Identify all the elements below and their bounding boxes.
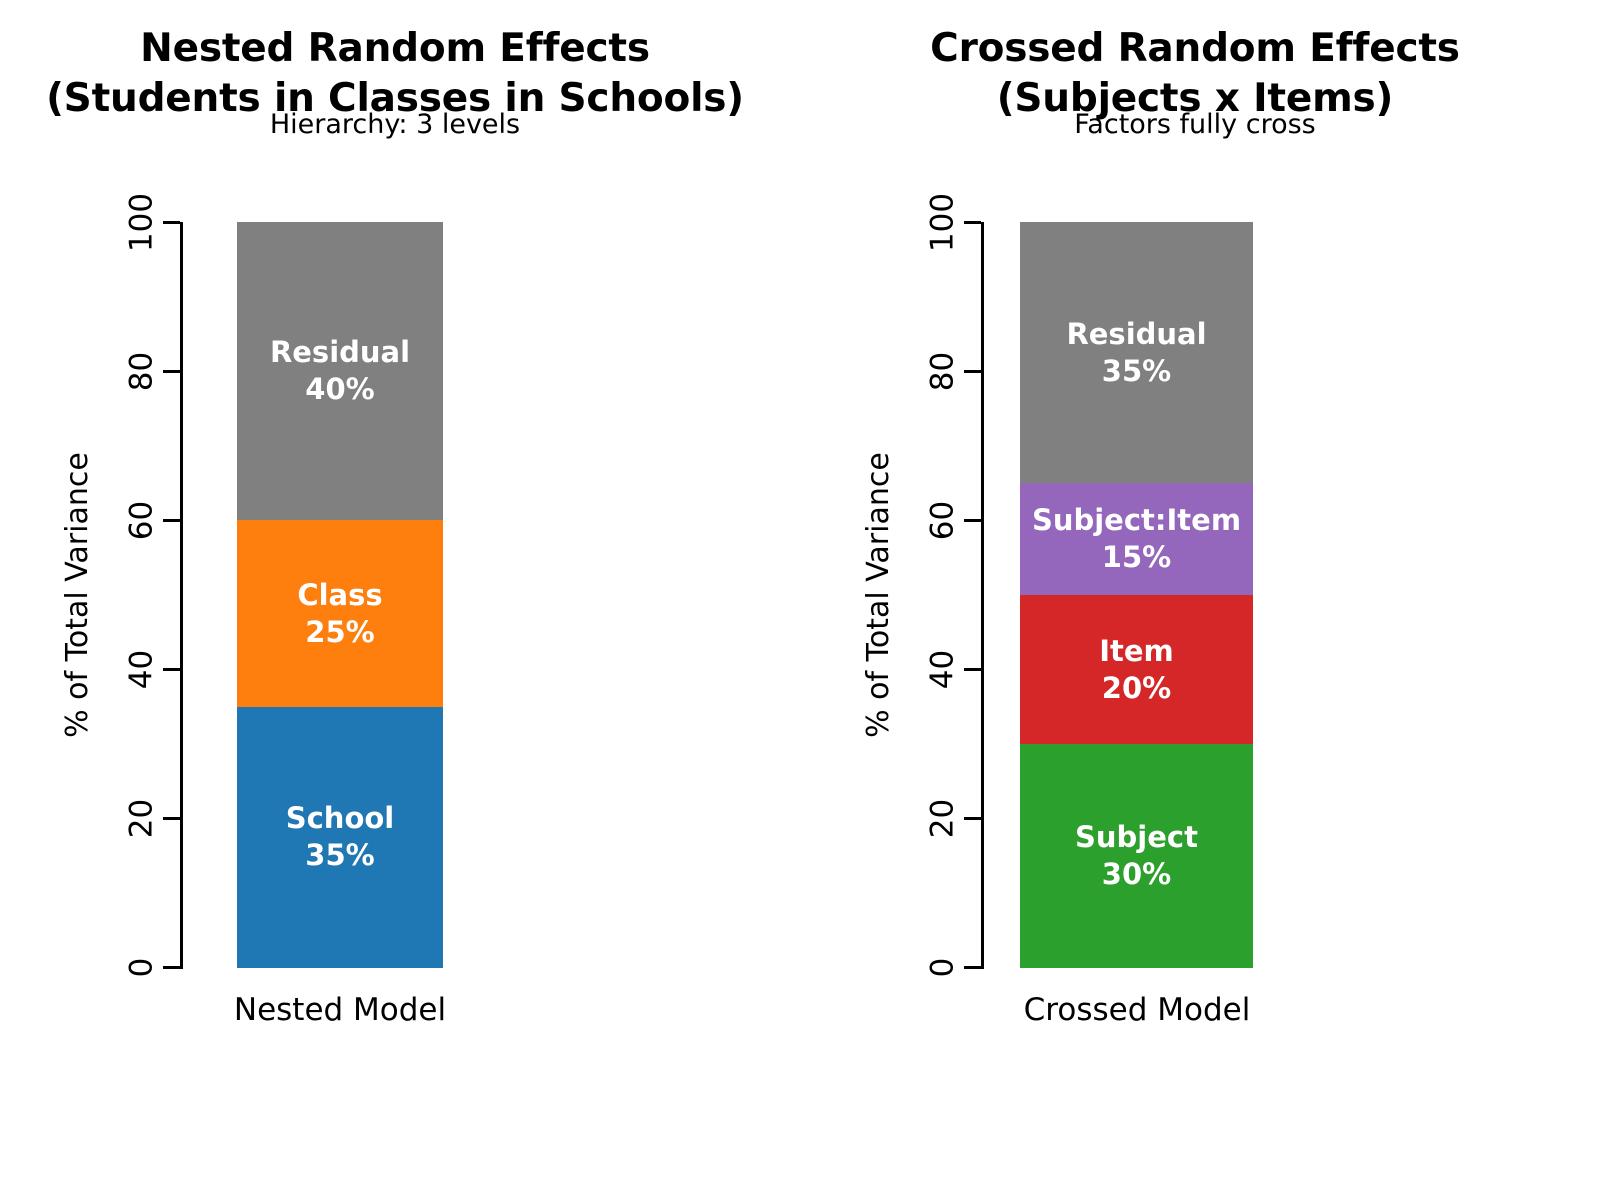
- y-tick-label-80: 80: [123, 351, 160, 392]
- bar-segment-subject[interactable]: Subject 30%: [1020, 744, 1253, 968]
- panel-title-line1: Nested Random Effects: [140, 26, 650, 71]
- y-axis-spine-nested: [180, 222, 183, 969]
- bar-segment-residual-label: Residual: [1066, 316, 1207, 351]
- bar-segment-school[interactable]: School 35%: [237, 706, 443, 968]
- bar-segment-subject-item-label: Subject:Item: [1031, 503, 1242, 538]
- y-axis-title-crossed: % of Total Variance: [861, 452, 896, 738]
- bar-segment-residual[interactable]: Residual 35%: [1020, 222, 1253, 484]
- chart-panel-nested: Nested Random Effects (Students in Class…: [0, 0, 800, 1100]
- y-tick-mark-80: [163, 370, 180, 373]
- y-tick-label-0: 0: [123, 957, 160, 978]
- bar-segment-subject-text: Subject 30%: [1075, 819, 1198, 893]
- bar-segment-item[interactable]: Item 20%: [1020, 595, 1253, 745]
- y-tick-label-20: 20: [924, 798, 961, 839]
- bar-segment-class[interactable]: Class 25%: [237, 520, 443, 707]
- y-tick-mark-60: [163, 519, 180, 522]
- panel-subtitle-crossed: Factors fully cross: [1074, 109, 1316, 140]
- y-tick-mark-20: [163, 817, 180, 820]
- stacked-bar-nested[interactable]: Residual 40% Class 25% School 35%: [237, 222, 443, 969]
- panel-title-crossed: Crossed Random Effects (Subjects x Items…: [800, 24, 1590, 124]
- bar-segment-subject-label: Subject: [1075, 820, 1198, 855]
- bar-segment-class-value: 25%: [305, 614, 375, 649]
- x-axis-label-nested: Nested Model: [233, 992, 447, 1028]
- bar-segment-subject-item-text: Subject:Item 15%: [1032, 502, 1241, 576]
- bar-segment-subject-item[interactable]: Subject:Item 15%: [1020, 483, 1253, 595]
- y-tick-mark-40: [964, 668, 981, 671]
- y-tick-label-20: 20: [123, 798, 160, 839]
- bar-segment-school-value: 35%: [305, 838, 375, 873]
- y-axis-spine-crossed: [981, 222, 984, 969]
- panel-subtitle-nested: Hierarchy: 3 levels: [269, 109, 521, 140]
- bar-segment-class-text: Class 25%: [297, 577, 382, 651]
- y-axis-title-nested: % of Total Variance: [60, 452, 95, 738]
- bar-segment-residual-text: Residual 40%: [270, 334, 410, 408]
- bar-segment-school-text: School 35%: [286, 800, 395, 874]
- bar-segment-school-label: School: [285, 801, 395, 836]
- y-tick-mark-80: [964, 370, 981, 373]
- bar-segment-residual-text: Residual 35%: [1066, 316, 1206, 390]
- y-tick-mark-60: [964, 519, 981, 522]
- y-tick-mark-100: [163, 221, 180, 224]
- y-tick-mark-100: [964, 221, 981, 224]
- panel-title-line2: (Subjects x Items): [996, 76, 1394, 121]
- bar-segment-residual-value: 35%: [1101, 353, 1172, 388]
- bar-segment-subject-value: 30%: [1101, 857, 1172, 892]
- y-tick-label-40: 40: [924, 649, 961, 690]
- y-tick-label-60: 60: [123, 500, 160, 541]
- y-tick-label-60: 60: [924, 500, 961, 541]
- bar-segment-class-label: Class: [297, 577, 383, 612]
- y-tick-label-100: 100: [924, 192, 961, 253]
- bar-segment-item-text: Item 20%: [1099, 633, 1174, 707]
- bar-segment-residual[interactable]: Residual 40%: [237, 222, 443, 521]
- y-tick-mark-20: [964, 817, 981, 820]
- y-tick-label-80: 80: [924, 351, 961, 392]
- panel-title-nested: Nested Random Effects (Students in Class…: [0, 24, 790, 124]
- y-tick-label-40: 40: [123, 649, 160, 690]
- y-tick-mark-0: [964, 966, 981, 969]
- bar-segment-residual-label: Residual: [269, 335, 411, 370]
- bar-segment-residual-value: 40%: [305, 372, 375, 407]
- y-tick-mark-0: [163, 966, 180, 969]
- y-tick-label-0: 0: [924, 957, 961, 978]
- x-axis-label-crossed: Crossed Model: [1023, 992, 1251, 1028]
- panel-title-line2: (Students in Classes in Schools): [46, 76, 744, 121]
- panel-title-line1: Crossed Random Effects: [930, 26, 1460, 71]
- stacked-bar-crossed[interactable]: Residual 35% Subject:Item 15% Item 20%: [1020, 222, 1253, 969]
- y-tick-mark-40: [163, 668, 180, 671]
- bar-segment-item-value: 20%: [1101, 670, 1172, 705]
- y-tick-label-100: 100: [123, 192, 160, 253]
- bar-segment-subject-item-value: 15%: [1101, 540, 1172, 575]
- bar-segment-item-label: Item: [1099, 633, 1174, 668]
- chart-panel-crossed: Crossed Random Effects (Subjects x Items…: [800, 0, 1600, 1100]
